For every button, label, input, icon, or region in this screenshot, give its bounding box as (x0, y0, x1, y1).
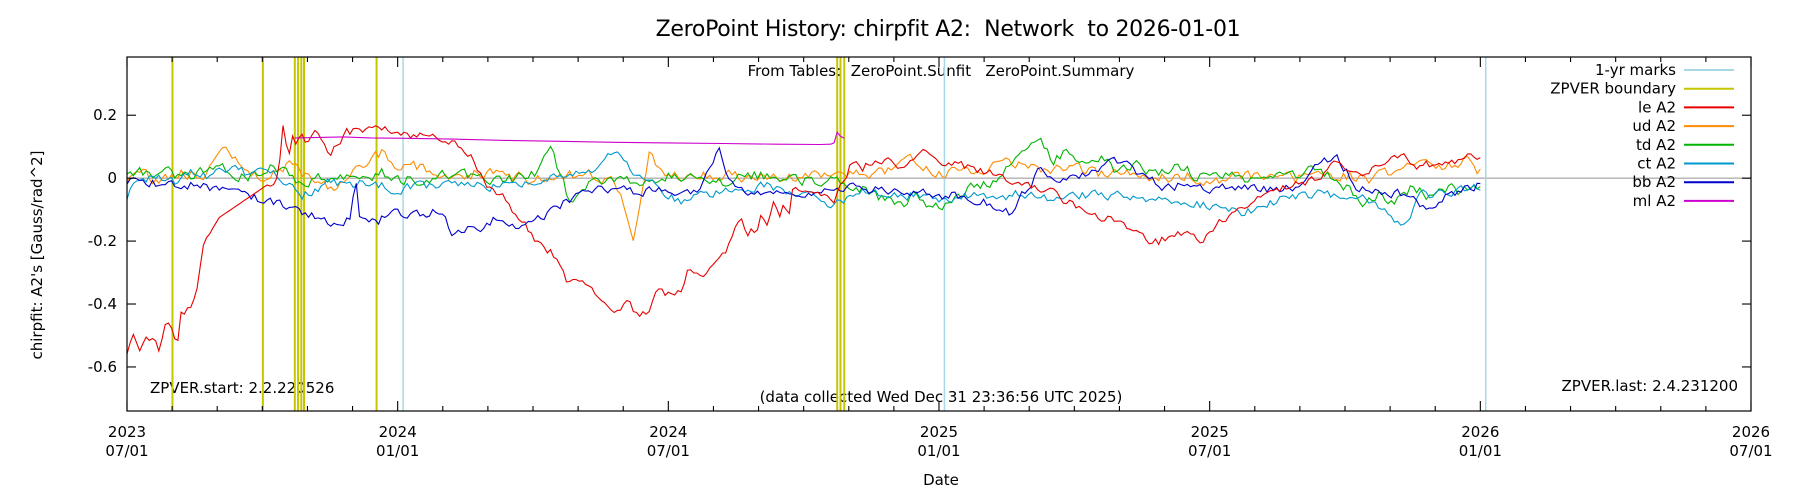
x-tick-label-year: 2026 (1732, 423, 1770, 441)
legend-label-zpver-boundary: ZPVER boundary (1550, 80, 1676, 98)
x-tick-label-year: 2025 (920, 423, 958, 441)
series-bb-a2 (127, 146, 1481, 237)
plot-axes (126, 56, 1752, 412)
y-tick-label: -0.4 (88, 295, 117, 313)
x-tick-label-date: 07/01 (1729, 442, 1772, 460)
x-tick-label-year: 2024 (649, 423, 687, 441)
y-tick-labels: 0.2 0 -0.2 -0.4 -0.6 (88, 106, 117, 376)
x-tick-labels: 202307/01202401/01202407/01202501/012025… (105, 423, 1772, 460)
y-tick-label: -0.2 (88, 232, 117, 250)
legend-label-ct-a2: ct A2 (1637, 155, 1676, 173)
y-tick-label: 0.2 (93, 106, 117, 124)
series-ud-a2 (127, 146, 1481, 241)
x-tick-label-date: 01/01 (1459, 442, 1502, 460)
x-tick-label-year: 2026 (1461, 423, 1499, 441)
zpver-boundary-lines (171, 57, 846, 411)
series-ct-a2 (127, 151, 1481, 226)
x-tick-label-date: 07/01 (105, 442, 148, 460)
x-tick-label-date: 07/01 (1188, 442, 1231, 460)
series-group (127, 125, 1481, 355)
chart-text: ZeroPoint History: chirpfit A2: Network … (28, 17, 1738, 489)
x-tick-label-date: 01/01 (376, 442, 419, 460)
legend-label-td-a2: td A2 (1636, 136, 1676, 154)
x-tick-label-year: 2023 (108, 423, 146, 441)
y-tick-label: -0.6 (88, 358, 117, 376)
one-year-mark-lines (402, 57, 1487, 411)
y-tick-label: 0 (107, 169, 117, 187)
annotation-data-collected: (data collected Wed Dec 31 23:36:56 UTC … (760, 388, 1123, 406)
series-le-a2 (127, 125, 1481, 355)
annotation-zpver-last: ZPVER.last: 2.4.231200 (1562, 377, 1738, 395)
legend-label-1-yr-marks: 1-yr marks (1595, 61, 1676, 79)
x-axis-title: Date (923, 471, 959, 489)
chart-subtitle: From Tables: ZeroPoint.Sunfit ZeroPoint.… (748, 62, 1135, 80)
legend-label-le-a2: le A2 (1638, 98, 1676, 116)
series-td-a2 (127, 137, 1481, 211)
legend-label-ml-a2: ml A2 (1633, 192, 1676, 210)
x-tick-label-year: 2025 (1191, 423, 1229, 441)
x-tick-label-date: 07/01 (647, 442, 690, 460)
y-axis-title: chirpfit: A2's [Gauss/rad^2] (28, 151, 46, 360)
legend-label-ud-a2: ud A2 (1632, 117, 1676, 135)
legend-label-bb-a2: bb A2 (1632, 173, 1676, 191)
chart-title: ZeroPoint History: chirpfit A2: Network … (656, 17, 1241, 42)
x-tick-label-year: 2024 (379, 423, 417, 441)
series-ml-a2 (294, 131, 845, 146)
x-tick-label-date: 01/01 (917, 442, 960, 460)
annotation-zpver-start: ZPVER.start: 2.2.220526 (150, 379, 334, 397)
